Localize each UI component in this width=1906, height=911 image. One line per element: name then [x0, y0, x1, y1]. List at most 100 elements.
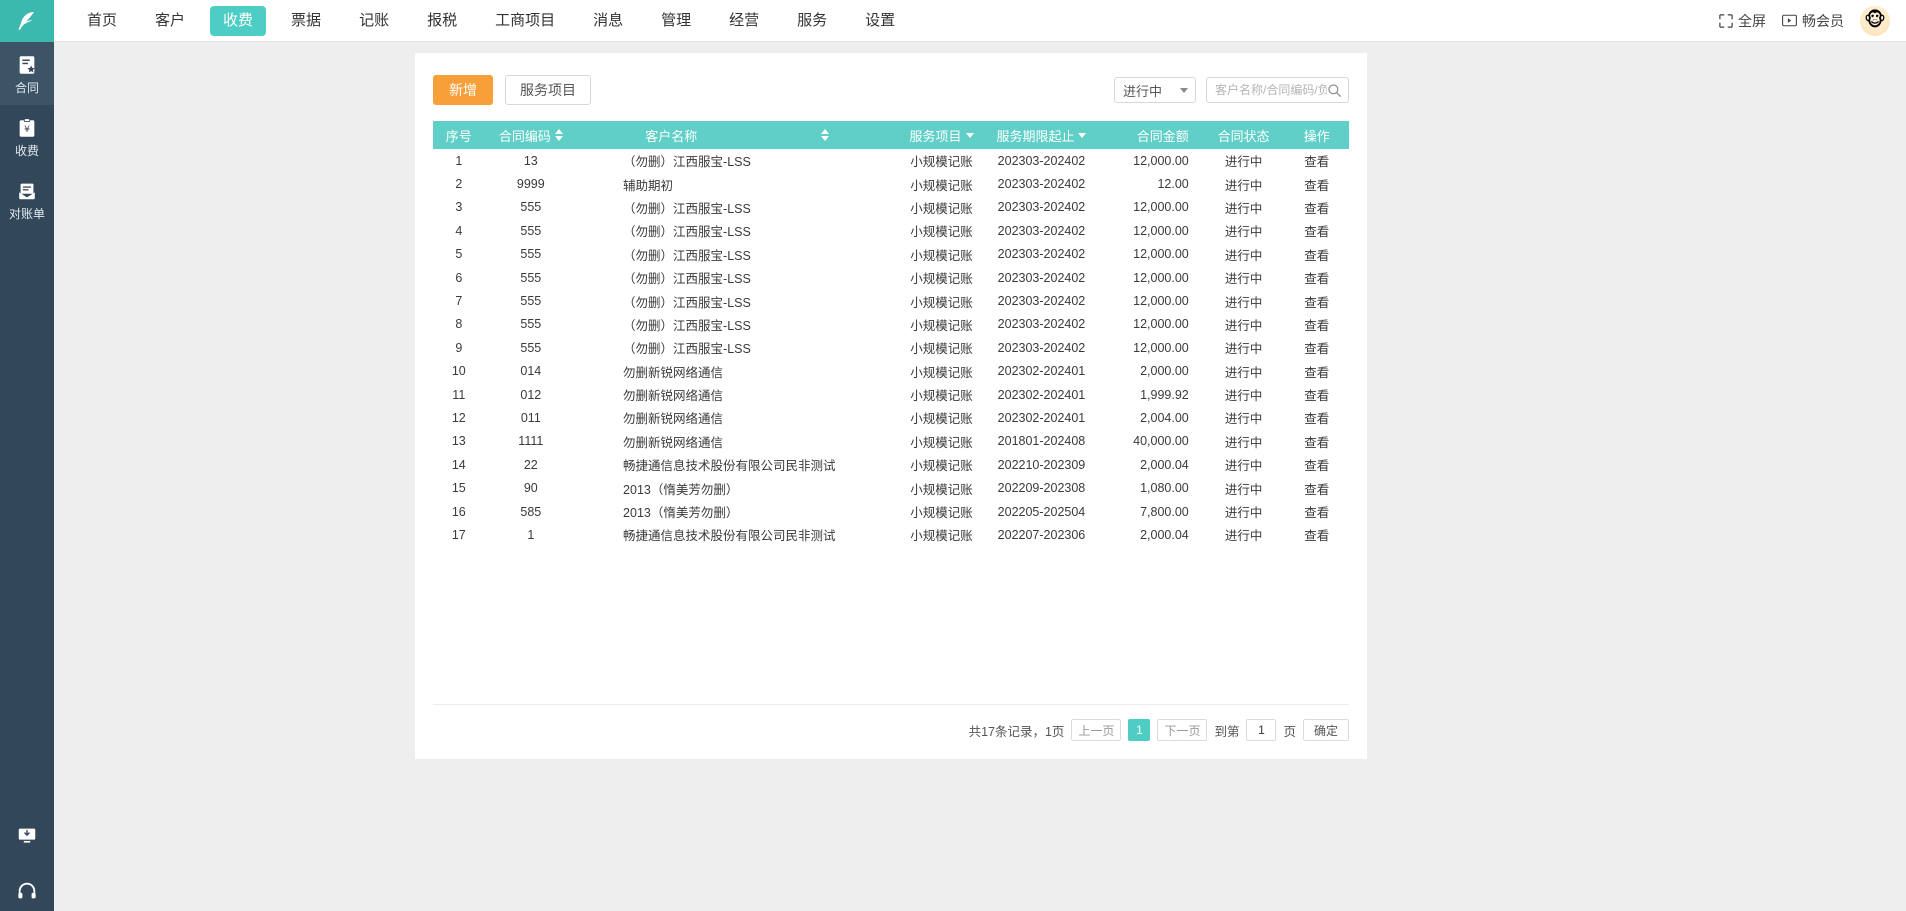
tab-bookkeeping[interactable]: 记账 [359, 11, 390, 29]
column-label: 客户名称 [645, 128, 698, 144]
support-button[interactable] [0, 866, 54, 911]
cell-contract-code: 555 [520, 317, 542, 332]
sidebar-item-fee[interactable]: ¥ 收费 [0, 105, 54, 168]
cell-status: 进行中 [1224, 412, 1263, 427]
sidebar-item-contract[interactable]: 合同 [0, 42, 54, 105]
avatar[interactable]: 🐵 [1860, 5, 1890, 36]
cell-seq: 11 [452, 387, 466, 402]
cell-action[interactable]: 查看 [1304, 178, 1330, 193]
add-button[interactable]: 新增 [433, 75, 493, 105]
tab-bills[interactable]: 票据 [291, 11, 322, 29]
fullscreen-button[interactable]: 全屏 [1719, 11, 1766, 31]
column-header-code[interactable]: 合同编码 [484, 121, 578, 149]
cell-action[interactable]: 查看 [1304, 225, 1330, 240]
cell-action[interactable]: 查看 [1304, 295, 1330, 310]
column-label: 序号 [445, 128, 472, 144]
page-number-1[interactable]: 1 [1128, 719, 1151, 741]
column-header-service-item[interactable]: 服务项目 [897, 121, 986, 149]
cell-action[interactable]: 查看 [1304, 435, 1330, 450]
contract-list-panel: 新增 服务项目 进行中 [415, 53, 1367, 759]
cell-action[interactable]: 查看 [1304, 389, 1330, 404]
cell-seq: 7 [455, 294, 463, 309]
next-page-button[interactable]: 下一页 [1157, 719, 1208, 741]
column-header-customer[interactable]: 客户名称 [577, 121, 898, 149]
cell-seq: 2 [455, 177, 463, 192]
tab-service[interactable]: 服务 [797, 11, 828, 29]
search-icon[interactable] [1327, 83, 1342, 98]
tab-business-project[interactable]: 工商项目 [495, 11, 556, 29]
cell-status: 进行中 [1224, 248, 1263, 263]
status-filter-select[interactable]: 进行中 [1114, 77, 1196, 103]
cell-service-term: 202302-202401 [997, 387, 1086, 402]
tab-messages[interactable]: 消息 [593, 11, 624, 29]
search-input[interactable] [1215, 83, 1327, 97]
goto-confirm-button[interactable]: 确定 [1302, 719, 1349, 741]
app-logo[interactable] [0, 0, 54, 42]
cell-contract-code: 9999 [516, 177, 545, 192]
panel-toolbar: 新增 服务项目 进行中 [433, 73, 1349, 107]
cell-service-term: 202205-202504 [997, 504, 1086, 519]
cell-customer-name: 勿删新锐网络通信 [623, 435, 724, 450]
rail-bottom-actions [0, 811, 54, 911]
sort-icon[interactable] [821, 129, 830, 141]
goto-page-input[interactable] [1246, 719, 1277, 741]
cell-action[interactable]: 查看 [1304, 365, 1330, 380]
cell-contract-code: 014 [520, 364, 542, 379]
column-header-seq: 序号 [433, 121, 485, 149]
cell-seq: 14 [451, 457, 466, 472]
cell-amount: 2,000.04 [1140, 527, 1189, 542]
cell-action[interactable]: 查看 [1304, 272, 1330, 287]
cell-action[interactable]: 查看 [1304, 318, 1330, 333]
cell-action[interactable]: 查看 [1304, 155, 1330, 170]
cell-contract-code: 22 [523, 457, 538, 472]
sort-icon[interactable] [554, 129, 563, 141]
service-items-button[interactable]: 服务项目 [505, 75, 591, 105]
sidebar-item-statement[interactable]: 对账单 [0, 168, 54, 231]
column-label: 服务项目 [909, 128, 962, 144]
cell-status: 进行中 [1224, 506, 1263, 521]
cell-contract-code: 585 [520, 504, 542, 519]
cell-action[interactable]: 查看 [1304, 342, 1330, 357]
download-desktop-icon [18, 828, 36, 843]
cell-service-item: 小规模记账 [910, 529, 973, 544]
cell-amount: 1,080.00 [1140, 481, 1189, 496]
cell-action[interactable]: 查看 [1304, 412, 1330, 427]
tab-manage[interactable]: 管理 [661, 11, 692, 29]
table-header-row: 序号 合同编码 客户名称 [433, 121, 1349, 149]
cell-service-term: 202303-202402 [997, 247, 1086, 262]
column-label: 合同状态 [1217, 128, 1270, 144]
column-header-term[interactable]: 服务期限起止 [985, 121, 1098, 149]
tab-customer[interactable]: 客户 [155, 11, 186, 29]
cell-action[interactable]: 查看 [1304, 529, 1330, 544]
goto-prefix-label: 到第 [1214, 724, 1240, 739]
tab-charge[interactable]: 收费 [210, 5, 267, 36]
cell-action[interactable]: 查看 [1304, 459, 1330, 474]
panel-body: 新增 服务项目 进行中 [415, 53, 1367, 547]
cell-status: 进行中 [1224, 365, 1263, 380]
cell-action[interactable]: 查看 [1304, 201, 1330, 216]
tab-operations[interactable]: 经营 [729, 11, 760, 29]
chevron-down-icon[interactable] [965, 132, 974, 138]
cell-service-term: 202303-202402 [997, 340, 1086, 355]
chevron-down-icon[interactable] [1078, 132, 1087, 138]
cell-customer-name: 畅捷通信息技术股份有限公司民非测试 [623, 459, 836, 474]
cell-service-item: 小规模记账 [910, 318, 973, 333]
cell-customer-name: （勿删）江西服宝-LSS [623, 272, 751, 287]
prev-page-button[interactable]: 上一页 [1071, 719, 1122, 741]
cell-action[interactable]: 查看 [1304, 248, 1330, 263]
cell-contract-code: 90 [523, 481, 538, 496]
cell-action[interactable]: 查看 [1304, 482, 1330, 497]
cell-customer-name: 畅捷通信息技术股份有限公司民非测试 [623, 529, 836, 544]
cell-seq: 3 [455, 200, 463, 215]
tab-home[interactable]: 首页 [87, 11, 118, 29]
column-label: 服务期限起止 [996, 128, 1075, 144]
cell-customer-name: （勿删）江西服宝-LSS [623, 155, 751, 170]
cell-service-term: 202303-202402 [997, 294, 1086, 309]
tab-tax[interactable]: 报税 [427, 11, 458, 29]
download-desktop-button[interactable] [0, 811, 54, 866]
tab-settings[interactable]: 设置 [865, 11, 896, 29]
search-box [1206, 77, 1349, 103]
cell-action[interactable]: 查看 [1304, 506, 1330, 521]
member-button[interactable]: 畅会员 [1782, 11, 1844, 31]
